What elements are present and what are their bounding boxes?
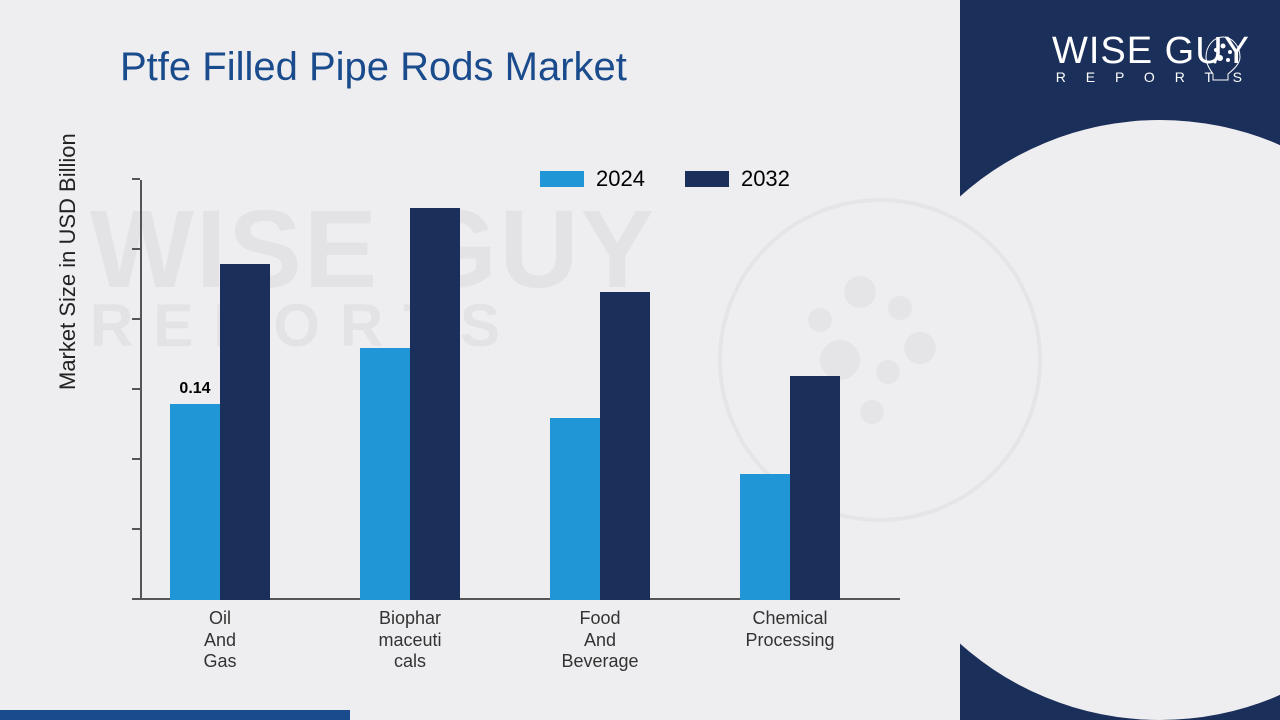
x-axis-category-label: Biopharmaceuticals (345, 608, 475, 673)
logo-head-icon (1198, 32, 1248, 82)
chart-title: Ptfe Filled Pipe Rods Market (120, 45, 627, 90)
bar-value-label: 0.14 (170, 380, 220, 398)
y-tick (132, 248, 140, 250)
bar-2032 (220, 264, 270, 600)
y-tick (132, 178, 140, 180)
bar-2024: 0.14 (170, 404, 220, 600)
chart-area: 0.14 OilAndGasBiopharmaceuticalsFoodAndB… (110, 180, 900, 600)
y-tick (132, 528, 140, 530)
bar-2024 (360, 348, 410, 600)
x-axis-category-label: FoodAndBeverage (535, 608, 665, 673)
legend-swatch-2024 (540, 171, 584, 187)
brand-logo: WISE GUY R E P O R T S (1052, 30, 1250, 85)
footer-accent-bar (0, 710, 350, 720)
y-tick (132, 318, 140, 320)
legend-item-2024: 2024 (540, 166, 645, 192)
x-axis-category-label: ChemicalProcessing (725, 608, 855, 651)
y-tick (132, 598, 140, 600)
legend-label-2032: 2032 (741, 166, 790, 192)
bars-container: 0.14 (140, 180, 900, 600)
bar-2024 (740, 474, 790, 600)
x-axis-category-label: OilAndGas (155, 608, 285, 673)
bar-2032 (790, 376, 840, 600)
y-tick (132, 458, 140, 460)
y-tick (132, 388, 140, 390)
legend-swatch-2032 (685, 171, 729, 187)
legend-item-2032: 2032 (685, 166, 790, 192)
bar-2024 (550, 418, 600, 600)
legend: 2024 2032 (540, 166, 790, 192)
y-axis-label: Market Size in USD Billion (55, 133, 81, 390)
bar-2032 (600, 292, 650, 600)
legend-label-2024: 2024 (596, 166, 645, 192)
bar-2032 (410, 208, 460, 600)
